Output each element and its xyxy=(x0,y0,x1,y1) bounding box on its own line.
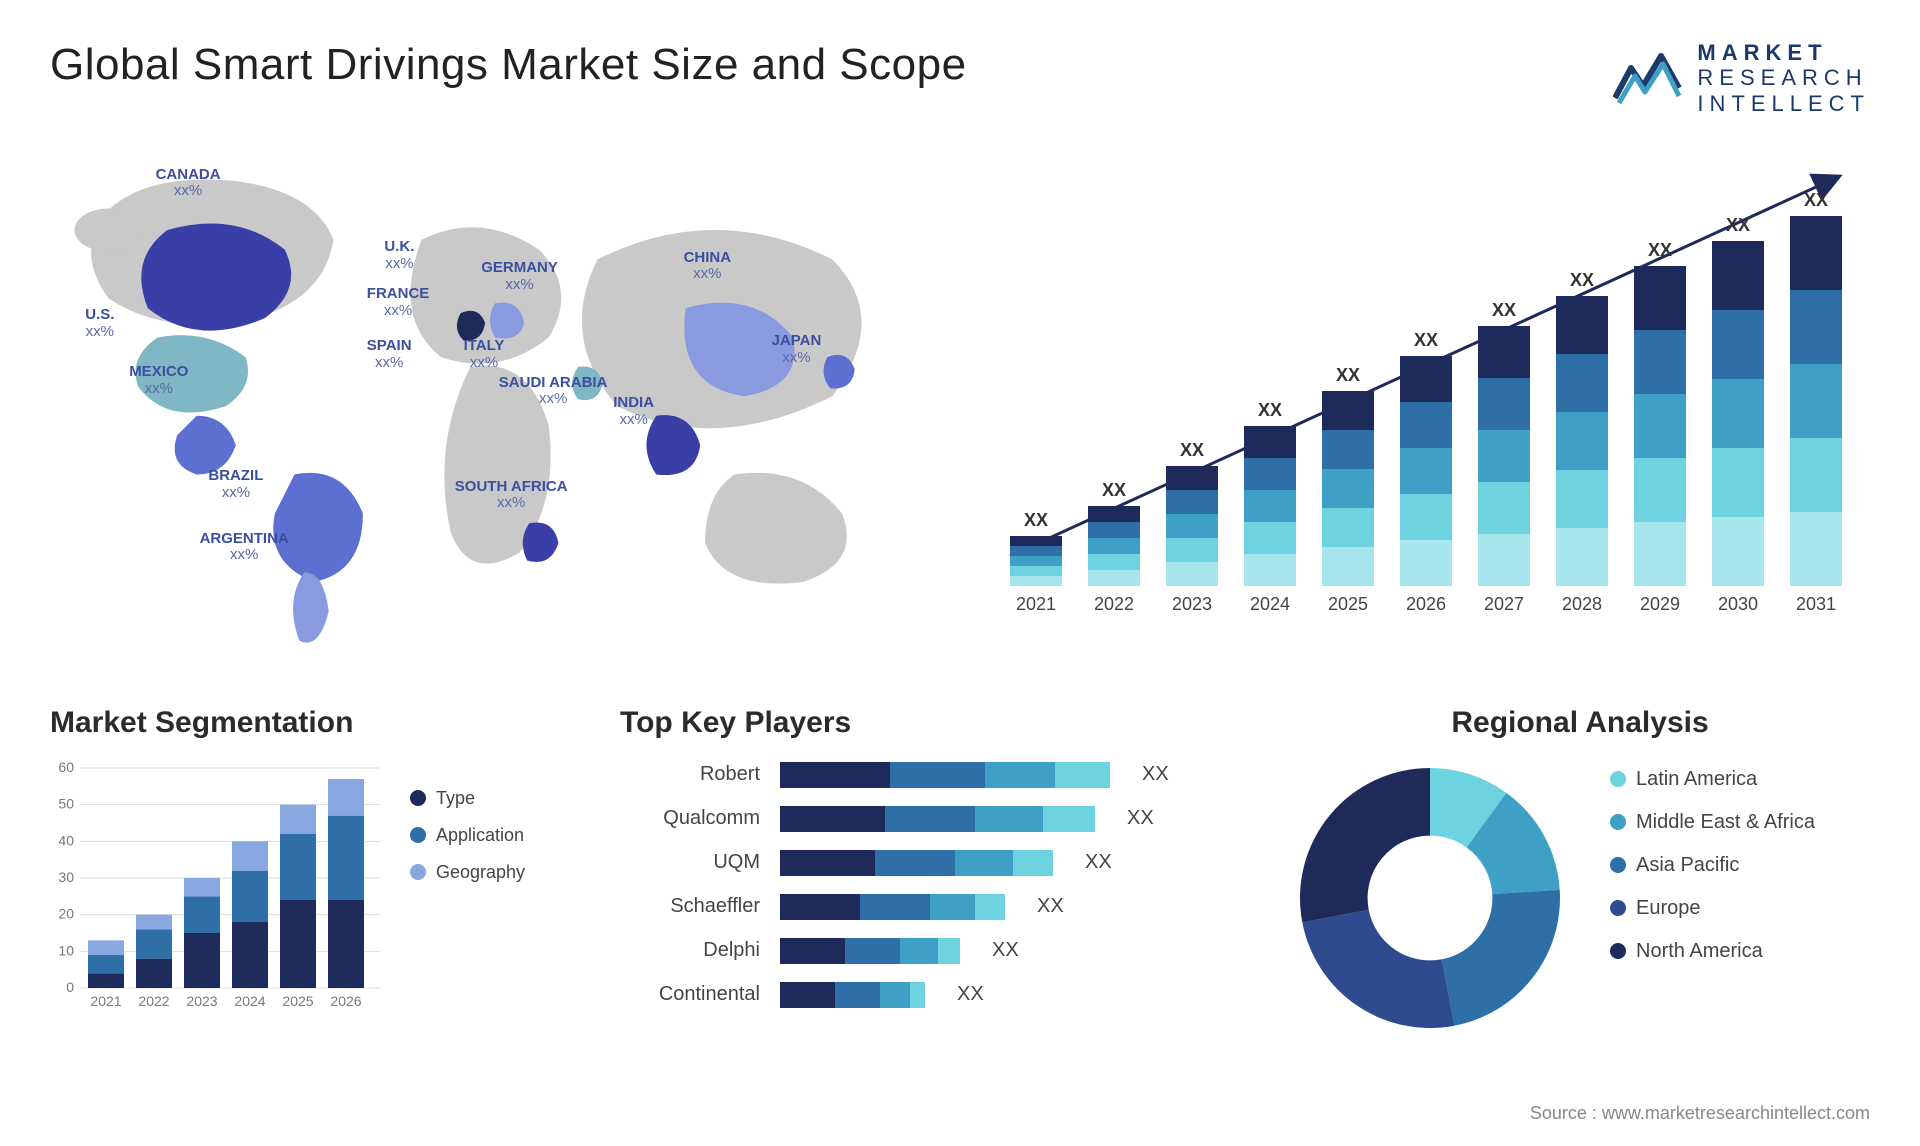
logo-line1: MARKET xyxy=(1697,40,1870,65)
players-title: Top Key Players xyxy=(620,706,1240,740)
svg-text:2024: 2024 xyxy=(1250,594,1290,614)
regional-legend: Latin America Middle East & Africa Asia Pa… xyxy=(1610,768,1815,963)
svg-text:2023: 2023 xyxy=(186,993,217,1009)
svg-text:2021: 2021 xyxy=(1016,594,1056,614)
svg-text:20: 20 xyxy=(58,906,74,922)
svg-text:2022: 2022 xyxy=(138,993,169,1009)
seg-legend-type: Type xyxy=(410,788,525,809)
country-label-mexico: MEXICOxx% xyxy=(129,364,188,397)
svg-text:XX: XX xyxy=(1648,240,1672,260)
svg-text:2025: 2025 xyxy=(282,993,313,1009)
top-row: CANADAxx% U.S.xx% MEXICOxx% BRAZILxx% ARGENT… xyxy=(50,146,1870,666)
regional-donut xyxy=(1290,758,1570,1038)
player-row-uqm: UQMXX xyxy=(620,846,1240,880)
country-label-france: FRANCExx% xyxy=(367,286,430,319)
country-label-us: U.S.xx% xyxy=(85,307,114,340)
svg-text:XX: XX xyxy=(1102,480,1126,500)
logo-line3: INTELLECT xyxy=(1697,91,1870,116)
svg-text:2025: 2025 xyxy=(1328,594,1368,614)
country-label-brazil: BRAZILxx% xyxy=(208,468,263,501)
country-label-saudiarabia: SAUDI ARABIAxx% xyxy=(499,375,608,408)
svg-text:0: 0 xyxy=(66,979,74,995)
svg-text:2024: 2024 xyxy=(234,993,265,1009)
regional-legend-northamerica: North America xyxy=(1610,940,1815,963)
svg-text:2030: 2030 xyxy=(1718,594,1758,614)
svg-text:XX: XX xyxy=(1258,400,1282,420)
svg-text:XX: XX xyxy=(1024,510,1048,530)
logo-icon xyxy=(1613,48,1683,108)
country-label-china: CHINAxx% xyxy=(684,250,732,283)
source-label: Source : www.marketresearchintellect.com xyxy=(1530,1103,1870,1124)
svg-text:50: 50 xyxy=(58,796,74,812)
svg-text:XX: XX xyxy=(1804,190,1828,210)
regional-legend-latinamerica: Latin America xyxy=(1610,768,1815,791)
country-label-southafrica: SOUTH AFRICAxx% xyxy=(455,479,568,512)
player-row-schaeffler: SchaefflerXX xyxy=(620,890,1240,924)
regional-title: Regional Analysis xyxy=(1290,706,1870,740)
country-label-germany: GERMANYxx% xyxy=(481,260,558,293)
players-list: RobertXX QualcommXX UQMXX SchaefflerXX Delph… xyxy=(620,758,1240,1012)
donut-svg xyxy=(1290,758,1570,1038)
player-row-qualcomm: QualcommXX xyxy=(620,802,1240,836)
svg-text:2028: 2028 xyxy=(1562,594,1602,614)
svg-text:XX: XX xyxy=(1570,270,1594,290)
country-label-uk: U.K.xx% xyxy=(384,239,414,272)
svg-text:XX: XX xyxy=(1726,215,1750,235)
regional-legend-europe: Europe xyxy=(1610,897,1815,920)
players-panel: Top Key Players RobertXX QualcommXX UQMXX S… xyxy=(620,706,1240,1038)
segmentation-legend: Type Application Geography xyxy=(410,788,525,883)
segmentation-svg: 0 10 20 30 40 50 60 2021 2022 2023 2024 2025 2026 xyxy=(50,758,380,1018)
growth-chart-svg: XX 2021 XX 2022 XX 2023 XX 2024 XX 2025 XX 2026 XX 20… xyxy=(990,146,1870,646)
country-label-spain: SPAINxx% xyxy=(367,338,412,371)
brand-logo: MARKET RESEARCH INTELLECT xyxy=(1613,40,1870,116)
svg-text:2026: 2026 xyxy=(1406,594,1446,614)
svg-text:2031: 2031 xyxy=(1796,594,1836,614)
svg-text:2021: 2021 xyxy=(90,993,121,1009)
logo-text: MARKET RESEARCH INTELLECT xyxy=(1697,40,1870,116)
svg-text:XX: XX xyxy=(1414,330,1438,350)
logo-line2: RESEARCH xyxy=(1697,65,1870,90)
svg-text:10: 10 xyxy=(58,942,74,958)
svg-text:2023: 2023 xyxy=(1172,594,1212,614)
svg-text:2029: 2029 xyxy=(1640,594,1680,614)
player-row-continental: ContinentalXX xyxy=(620,978,1240,1012)
growth-bar-chart: XX 2021 XX 2022 XX 2023 XX 2024 XX 2025 XX 2026 XX 20… xyxy=(990,146,1870,666)
country-label-italy: ITALYxx% xyxy=(464,338,505,371)
regional-panel: Regional Analysis Latin America Middle Ea… xyxy=(1290,706,1870,1038)
seg-legend-geography: Geography xyxy=(410,862,525,883)
header: Global Smart Drivings Market Size and Sc… xyxy=(50,40,1870,116)
world-map: CANADAxx% U.S.xx% MEXICOxx% BRAZILxx% ARGENT… xyxy=(50,146,930,666)
player-row-robert: RobertXX xyxy=(620,758,1240,792)
segmentation-title: Market Segmentation xyxy=(50,706,570,740)
country-label-japan: JAPANxx% xyxy=(772,333,822,366)
country-label-india: INDIAxx% xyxy=(613,395,654,428)
svg-text:XX: XX xyxy=(1492,300,1516,320)
svg-text:2026: 2026 xyxy=(330,993,361,1009)
svg-text:XX: XX xyxy=(1336,365,1360,385)
map-svg xyxy=(50,146,930,666)
seg-legend-application: Application xyxy=(410,825,525,846)
country-label-canada: CANADAxx% xyxy=(156,167,221,200)
svg-text:30: 30 xyxy=(58,869,74,885)
svg-text:XX: XX xyxy=(1180,440,1204,460)
svg-text:60: 60 xyxy=(58,759,74,775)
bottom-row: Market Segmentation 0 10 20 30 40 50 60 2021 202… xyxy=(50,706,1870,1038)
svg-text:40: 40 xyxy=(58,832,74,848)
page-title: Global Smart Drivings Market Size and Sc… xyxy=(50,40,967,90)
regional-legend-middleeastafrica: Middle East & Africa xyxy=(1610,811,1815,834)
regional-legend-asiapacific: Asia Pacific xyxy=(1610,854,1815,877)
player-row-delphi: DelphiXX xyxy=(620,934,1240,968)
svg-text:2027: 2027 xyxy=(1484,594,1524,614)
segmentation-panel: Market Segmentation 0 10 20 30 40 50 60 2021 202… xyxy=(50,706,570,1038)
svg-text:2022: 2022 xyxy=(1094,594,1134,614)
country-label-argentina: ARGENTINAxx% xyxy=(200,531,289,564)
segmentation-chart: 0 10 20 30 40 50 60 2021 2022 2023 2024 2025 2026 xyxy=(50,758,380,1018)
